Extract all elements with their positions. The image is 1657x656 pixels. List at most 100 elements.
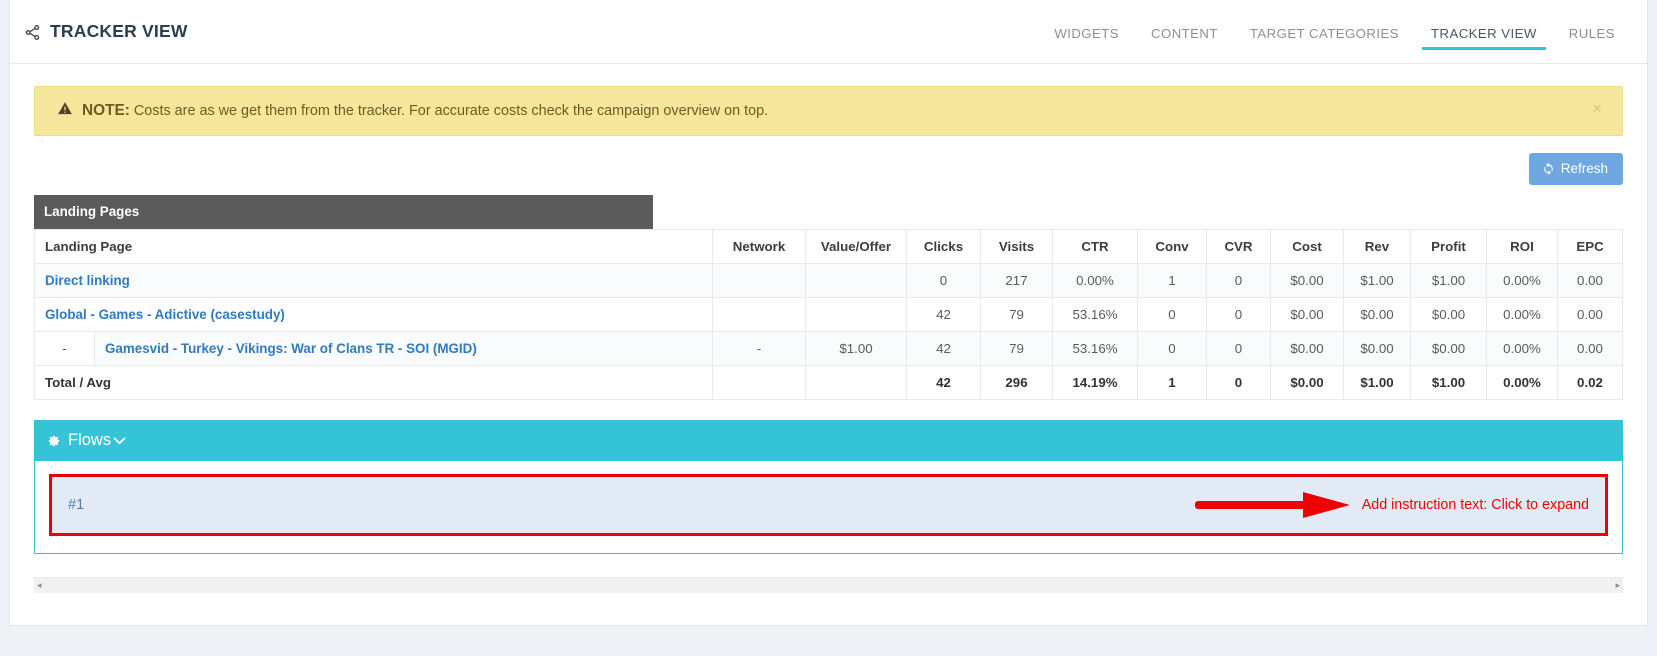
cell-ctr: 0.00% (1052, 263, 1138, 299)
tab-widgets[interactable]: WIDGETS (1054, 26, 1120, 41)
col-clicks[interactable]: Clicks (906, 229, 981, 265)
col-cvr[interactable]: CVR (1206, 229, 1271, 265)
flow-id-label: #1 (68, 497, 85, 514)
refresh-button[interactable]: Refresh (1528, 153, 1623, 185)
col-network[interactable]: Network (712, 229, 806, 265)
page-title-group: TRACKER VIEW (24, 21, 188, 42)
landing-page-link[interactable]: Direct linking (45, 273, 130, 289)
landing-pages-table-wrap: Landing Pages (34, 194, 1623, 401)
cell-cost: $0.00 (1270, 331, 1344, 367)
tab-target-categories[interactable]: TARGET CATEGORIES (1249, 26, 1399, 41)
note-alert-label: NOTE: (82, 101, 130, 119)
warning-triangle-icon (57, 101, 82, 121)
total-cvr: 0 (1206, 365, 1271, 401)
cell-roi: 0.00% (1486, 263, 1558, 299)
total-visits: 296 (980, 365, 1053, 401)
scroll-left-icon[interactable]: ◂ (37, 580, 42, 591)
cell-cvr: 0 (1206, 331, 1271, 367)
cell-cost: $0.00 (1270, 263, 1344, 299)
chevron-down-icon[interactable] (111, 432, 128, 449)
flow-item-1[interactable]: #1 Add instruction text: Click to expand (49, 474, 1608, 537)
page-header: TRACKER VIEW WIDGETS CONTENT TARGET CATE… (10, 0, 1647, 64)
cell-visits: 79 (980, 331, 1053, 367)
col-ctr[interactable]: CTR (1052, 229, 1138, 265)
landing-pages-caption: Landing Pages (34, 194, 653, 230)
table-body: Direct linking 0 217 0.00% 1 0 $0.00 $1.… (34, 263, 1623, 401)
cell-conv: 0 (1137, 331, 1207, 367)
tab-content[interactable]: CONTENT (1151, 26, 1218, 41)
cell-visits: 79 (980, 297, 1053, 333)
row-landing-page-cell: Direct linking (34, 263, 713, 299)
flows-title: Flows (68, 431, 112, 450)
cell-cost: $0.00 (1270, 297, 1344, 333)
table-total-row: Total / Avg 42 296 14.19% 1 0 $0.00 $1.0… (34, 365, 1623, 401)
cell-profit: $0.00 (1410, 297, 1487, 333)
tab-rules[interactable]: RULES (1568, 26, 1615, 41)
cell-conv: 1 (1137, 263, 1207, 299)
cell-profit: $0.00 (1410, 331, 1487, 367)
table-header-row: Landing Page Network Value/Offer Clicks … (34, 229, 1623, 265)
col-rev[interactable]: Rev (1343, 229, 1411, 265)
annotation-group: Add instruction text: Click to expand (1194, 490, 1589, 520)
total-network (712, 365, 806, 401)
flows-header[interactable]: Flows (35, 420, 1622, 462)
total-roi: 0.00% (1486, 365, 1558, 401)
cell-roi: 0.00% (1486, 297, 1558, 333)
cell-epc: 0.00 (1557, 297, 1623, 333)
col-value-offer[interactable]: Value/Offer (805, 229, 907, 265)
total-clicks: 42 (906, 365, 981, 401)
col-epc[interactable]: EPC (1557, 229, 1623, 265)
note-alert-text: NOTE: Costs are as we get them from the … (82, 102, 768, 120)
col-visits[interactable]: Visits (980, 229, 1053, 265)
cell-rev: $0.00 (1343, 297, 1411, 333)
main-panel: TRACKER VIEW WIDGETS CONTENT TARGET CATE… (9, 0, 1648, 626)
cell-value-offer (805, 263, 907, 299)
cell-roi: 0.00% (1486, 331, 1558, 367)
page-title: TRACKER VIEW (50, 21, 188, 41)
table-row: Direct linking 0 217 0.00% 1 0 $0.00 $1.… (34, 263, 1623, 299)
cell-cvr: 0 (1206, 263, 1271, 299)
row-landing-page-cell: Global - Games - Adictive (casestudy) (34, 297, 713, 333)
col-profit[interactable]: Profit (1410, 229, 1487, 265)
total-profit: $1.00 (1410, 365, 1487, 401)
cell-ctr: 53.16% (1052, 331, 1138, 367)
total-value-offer (805, 365, 907, 401)
refresh-button-label: Refresh (1560, 161, 1608, 176)
flows-body: #1 Add instruction text: Click to expand (35, 461, 1622, 553)
toolbar: Refresh (34, 153, 1623, 185)
cell-cvr: 0 (1206, 297, 1271, 333)
landing-page-link[interactable]: Gamesvid - Turkey - Vikings: War of Clan… (105, 341, 477, 357)
landing-page-link[interactable]: Global - Games - Adictive (casestudy) (45, 307, 285, 323)
share-icon (24, 23, 41, 41)
col-landing-page[interactable]: Landing Page (34, 229, 713, 265)
cell-profit: $1.00 (1410, 263, 1487, 299)
col-cost[interactable]: Cost (1270, 229, 1344, 265)
cell-epc: 0.00 (1557, 263, 1623, 299)
landing-pages-table: Landing Page Network Value/Offer Clicks … (34, 229, 1623, 401)
tab-tracker-view[interactable]: TRACKER VIEW (1415, 0, 1553, 63)
cell-ctr: 53.16% (1052, 297, 1138, 333)
scroll-right-icon[interactable]: ▸ (1615, 580, 1620, 591)
table-head: Landing Page Network Value/Offer Clicks … (34, 229, 1623, 265)
close-icon[interactable]: × (1586, 99, 1608, 118)
total-epc: 0.02 (1557, 365, 1623, 401)
annotation-text: Add instruction text: Click to expand (1361, 497, 1589, 514)
cell-network (712, 297, 806, 333)
content-area: NOTE: Costs are as we get them from the … (10, 64, 1647, 555)
total-ctr: 14.19% (1052, 365, 1138, 401)
cell-clicks: 0 (906, 263, 981, 299)
cell-clicks: 42 (906, 297, 981, 333)
total-cost: $0.00 (1270, 365, 1344, 401)
total-rev: $1.00 (1343, 365, 1411, 401)
arrow-right-icon (1194, 490, 1350, 520)
flows-card: Flows #1 (34, 420, 1623, 555)
horizontal-scrollbar[interactable]: ◂ ▸ (34, 577, 1623, 594)
cell-network: - (712, 331, 806, 367)
cell-value-offer: $1.00 (805, 331, 907, 367)
total-conv: 1 (1137, 365, 1207, 401)
total-label: Total / Avg (34, 365, 713, 401)
col-conv[interactable]: Conv (1137, 229, 1207, 265)
cell-rev: $1.00 (1343, 263, 1411, 299)
col-roi[interactable]: ROI (1486, 229, 1558, 265)
